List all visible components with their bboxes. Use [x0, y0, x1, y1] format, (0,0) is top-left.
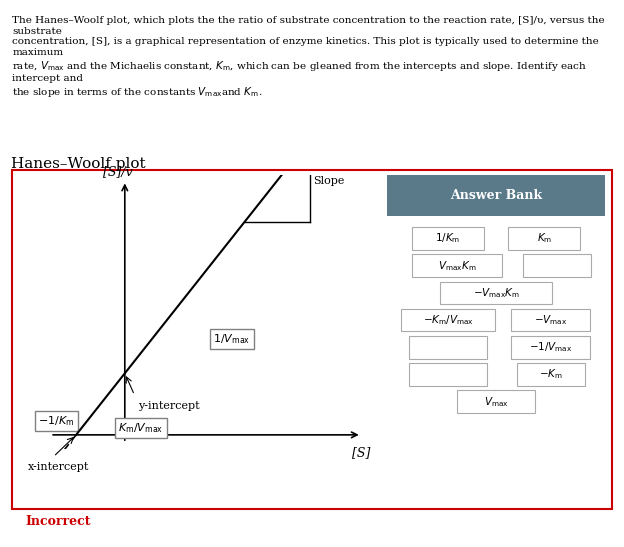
Text: $1/V_{\mathrm{max}}$: $1/V_{\mathrm{max}}$ — [213, 332, 250, 346]
FancyBboxPatch shape — [409, 336, 487, 359]
Text: y-intercept: y-intercept — [138, 400, 200, 411]
Text: $K_{\mathrm{m}}$: $K_{\mathrm{m}}$ — [537, 231, 552, 246]
Text: The Hanes–Woolf plot, which plots the the ratio of substrate concentration to th: The Hanes–Woolf plot, which plots the th… — [12, 16, 605, 99]
Text: Answer Bank: Answer Bank — [450, 189, 542, 202]
FancyBboxPatch shape — [457, 391, 535, 413]
Text: $-V_{\mathrm{max}}$: $-V_{\mathrm{max}}$ — [534, 313, 567, 327]
FancyBboxPatch shape — [409, 363, 487, 386]
Text: Slope: Slope — [313, 176, 344, 185]
FancyBboxPatch shape — [412, 227, 484, 250]
Text: $-K_{\mathrm{m}}$: $-K_{\mathrm{m}}$ — [539, 368, 563, 381]
Text: $-V_{\mathrm{max}}K_{\mathrm{m}}$: $-V_{\mathrm{max}}K_{\mathrm{m}}$ — [472, 286, 520, 300]
FancyBboxPatch shape — [524, 254, 591, 277]
FancyBboxPatch shape — [512, 336, 590, 359]
FancyBboxPatch shape — [441, 282, 552, 304]
Text: [S]/v: [S]/v — [104, 165, 133, 178]
Text: $V_{\mathrm{max}}K_{\mathrm{m}}$: $V_{\mathrm{max}}K_{\mathrm{m}}$ — [437, 259, 476, 272]
Text: $-K_{\mathrm{m}}/V_{\mathrm{max}}$: $-K_{\mathrm{m}}/V_{\mathrm{max}}$ — [422, 313, 474, 327]
Text: Hanes–Woolf plot: Hanes–Woolf plot — [11, 157, 146, 171]
FancyBboxPatch shape — [512, 309, 590, 331]
FancyBboxPatch shape — [401, 309, 495, 331]
Text: [S]: [S] — [353, 446, 371, 459]
Text: $K_{\mathrm{m}}/V_{\mathrm{max}}$: $K_{\mathrm{m}}/V_{\mathrm{max}}$ — [119, 421, 163, 435]
Text: $-1/K_{\mathrm{m}}$: $-1/K_{\mathrm{m}}$ — [39, 414, 75, 428]
FancyBboxPatch shape — [517, 363, 585, 386]
FancyBboxPatch shape — [387, 175, 605, 216]
Text: Incorrect: Incorrect — [25, 515, 90, 528]
Text: $V_{\mathrm{max}}$: $V_{\mathrm{max}}$ — [484, 395, 509, 409]
FancyBboxPatch shape — [508, 227, 580, 250]
Text: $-1/V_{\mathrm{max}}$: $-1/V_{\mathrm{max}}$ — [529, 340, 572, 354]
Text: $1/K_{\mathrm{m}}$: $1/K_{\mathrm{m}}$ — [436, 231, 461, 246]
Text: x-intercept: x-intercept — [27, 462, 89, 472]
FancyBboxPatch shape — [412, 254, 502, 277]
